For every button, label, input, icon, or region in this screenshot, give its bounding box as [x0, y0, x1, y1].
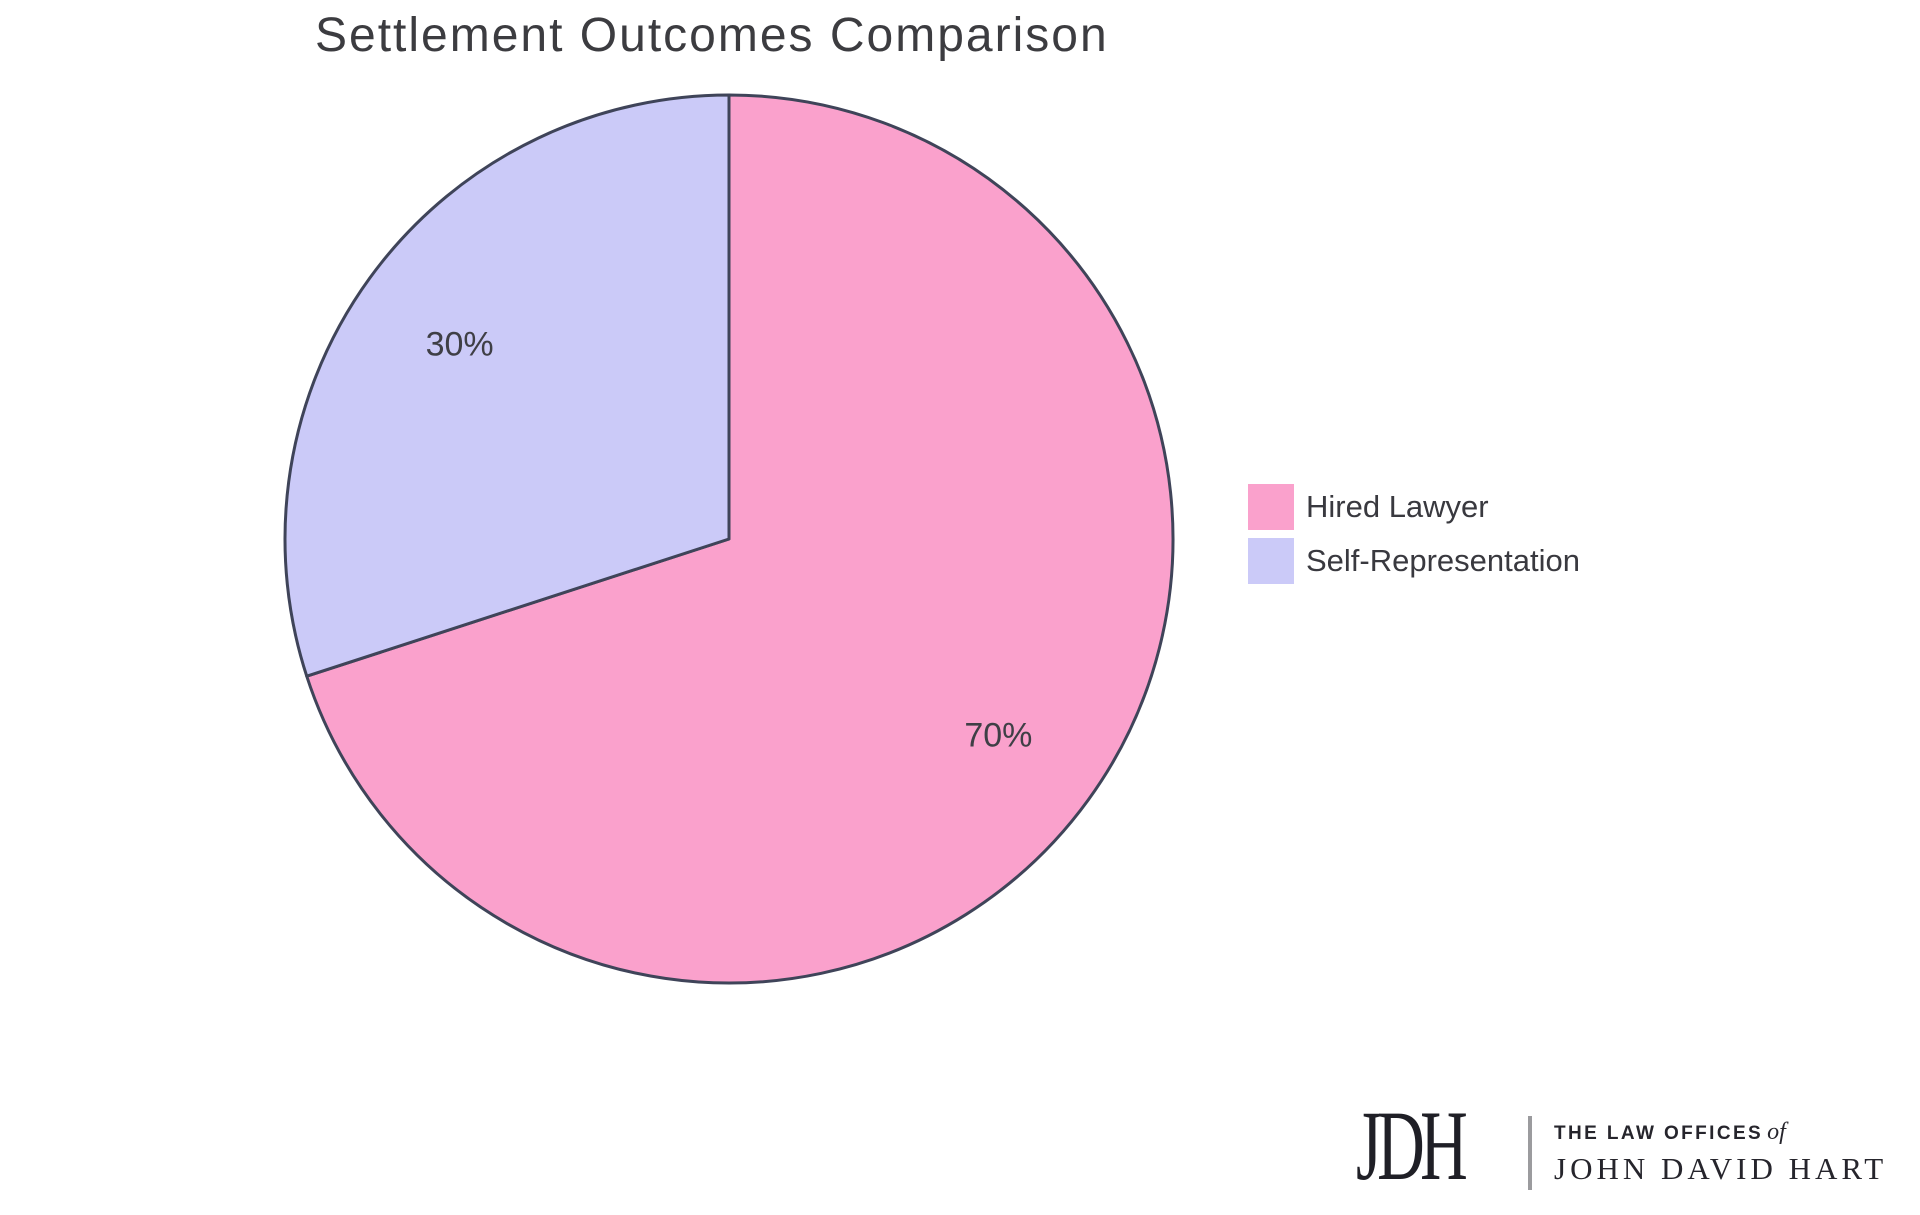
legend-label: Self-Representation	[1306, 543, 1580, 578]
pie-slice-label-1: 30%	[426, 325, 494, 363]
pie-chart: 70% 30%	[283, 93, 1175, 985]
logo-firm-name: JOHN DAVID HART	[1554, 1151, 1888, 1186]
pie-slices: 70% 30%	[283, 93, 1175, 985]
logo-wordmark: THE LAW OFFICES of JOHN DAVID HART	[1554, 1119, 1887, 1187]
legend-item-self-representation: Self-Representation	[1248, 538, 1580, 584]
logo-tagline-prefix: THE LAW OFFICES	[1554, 1123, 1764, 1144]
pie-slice-label-0: 70%	[964, 717, 1032, 755]
legend-swatch-self-representation	[1248, 538, 1294, 584]
legend-swatch-hired-lawyer	[1248, 484, 1294, 530]
logo-tagline: THE LAW OFFICES of	[1554, 1119, 1887, 1146]
pie-slice-0	[305, 93, 1175, 985]
logo-divider-bar	[1528, 1116, 1532, 1190]
jdh-logo-monogram: JDH	[1356, 1090, 1468, 1201]
legend-label: Hired Lawyer	[1306, 489, 1489, 524]
chart-title: Settlement Outcomes Comparison	[315, 9, 1109, 62]
logo-tagline-of: of	[1767, 1119, 1786, 1145]
pie-slice-1	[283, 93, 731, 678]
legend-item-hired-lawyer: Hired Lawyer	[1248, 484, 1580, 530]
legend: Hired Lawyer Self-Representation	[1248, 484, 1580, 592]
